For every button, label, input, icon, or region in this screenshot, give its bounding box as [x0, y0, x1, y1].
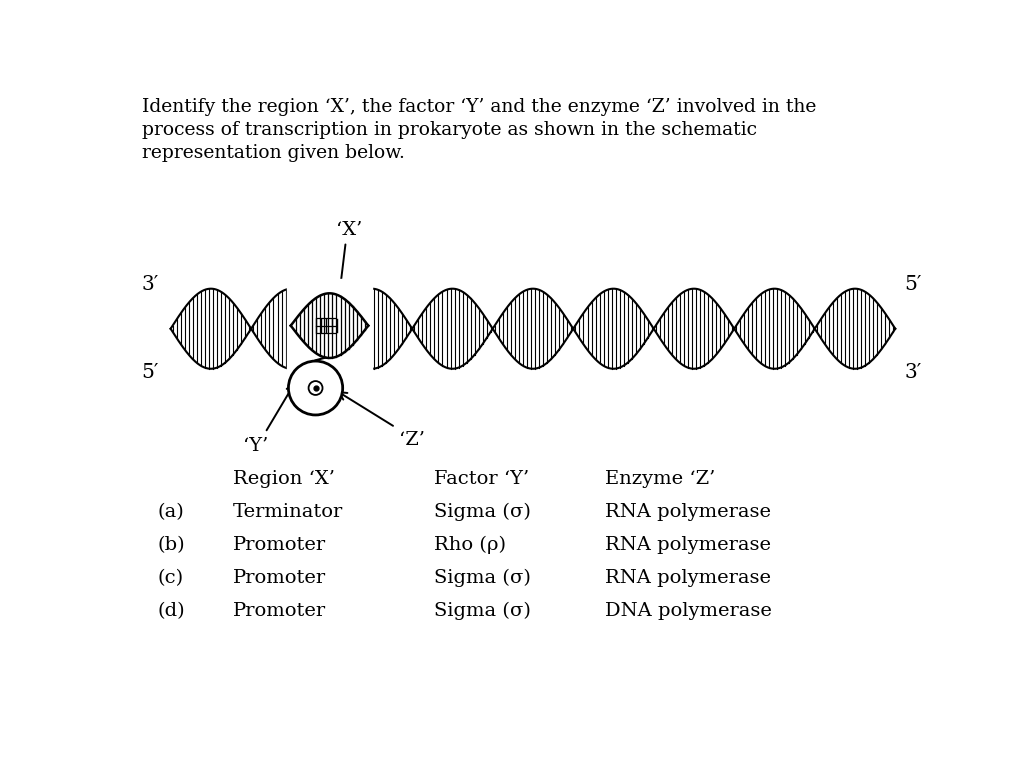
Text: 3′: 3′ — [904, 363, 922, 382]
Text: Sigma (σ): Sigma (σ) — [434, 602, 531, 620]
Text: 3′: 3′ — [141, 275, 159, 295]
Text: (a): (a) — [158, 503, 184, 520]
Bar — [287, 278, 372, 378]
Circle shape — [289, 361, 343, 415]
Text: (d): (d) — [158, 602, 185, 620]
Text: (b): (b) — [158, 536, 185, 554]
Text: Identify the region ‘X’, the factor ‘Y’ and the enzyme ‘Z’ involved in the: Identify the region ‘X’, the factor ‘Y’ … — [142, 98, 816, 116]
Text: Sigma (σ): Sigma (σ) — [434, 503, 531, 521]
Text: Promoter: Promoter — [232, 536, 326, 554]
Text: ‘X’: ‘X’ — [336, 221, 362, 239]
Text: ‘Z’: ‘Z’ — [399, 431, 425, 449]
Text: RNA polymerase: RNA polymerase — [604, 536, 771, 554]
Text: Region ‘X’: Region ‘X’ — [232, 470, 335, 488]
Text: Factor ‘Y’: Factor ‘Y’ — [434, 470, 529, 488]
Text: process of transcription in prokaryote as shown in the schematic: process of transcription in prokaryote a… — [142, 121, 757, 139]
Text: 5′: 5′ — [141, 363, 159, 382]
Text: ‘Y’: ‘Y’ — [243, 436, 268, 455]
Text: Enzyme ‘Z’: Enzyme ‘Z’ — [604, 470, 715, 488]
Text: Sigma (σ): Sigma (σ) — [434, 569, 531, 588]
Text: RNA polymerase: RNA polymerase — [604, 503, 771, 520]
Text: Promoter: Promoter — [232, 602, 326, 620]
Text: DNA polymerase: DNA polymerase — [604, 602, 771, 620]
Text: representation given below.: representation given below. — [142, 144, 404, 162]
Text: (c): (c) — [158, 569, 183, 587]
Text: Promoter: Promoter — [232, 569, 326, 587]
Text: 5′: 5′ — [904, 275, 922, 295]
Text: Terminator: Terminator — [232, 503, 343, 520]
Text: RNA polymerase: RNA polymerase — [604, 569, 771, 587]
Text: Rho (ρ): Rho (ρ) — [434, 536, 506, 554]
